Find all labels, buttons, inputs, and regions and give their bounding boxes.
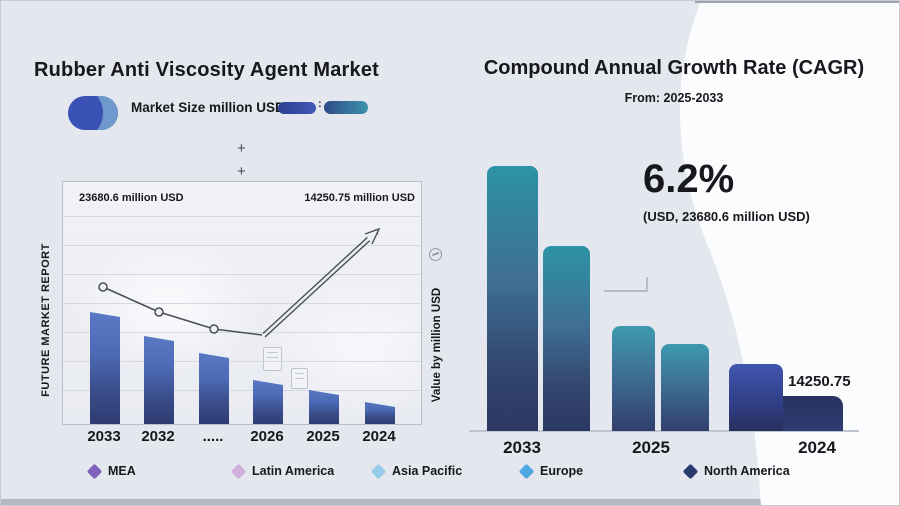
xaxis-label: 2025 [306, 428, 340, 445]
xaxis-label: 2025 [632, 438, 670, 457]
cagr-value: 6.2% [643, 157, 735, 201]
xaxis-label: 2024 [362, 428, 396, 445]
market-size-label: Market Size million USD [131, 100, 285, 115]
legend-label: Asia Pacific [392, 464, 463, 478]
clipboard-watermark-icon [263, 347, 282, 371]
start-value-label: 23680.6 million USD [79, 192, 184, 204]
right-xaxis: 2033 2025 2024 [1, 438, 899, 460]
legend-label: Europe [540, 464, 584, 478]
right-chart-baseline [469, 430, 859, 432]
trend-line-arrow [98, 227, 381, 338]
diamond-icon [86, 463, 103, 479]
xaxis-label: 2033 [503, 438, 541, 457]
legend-item-latin-america: Latin America [230, 463, 335, 479]
diamond-icon [370, 463, 387, 479]
bar-value-label: 14250.75 [788, 373, 851, 390]
gridline [63, 361, 421, 362]
legend: MEA Latin America Asia Pacific Europe North … [1, 463, 899, 488]
legend-item-mea: MEA [86, 463, 136, 479]
diamond-icon [682, 463, 699, 479]
xaxis-label: 2024 [798, 438, 836, 457]
legend-label: MEA [108, 464, 136, 478]
pill-badge-icon [278, 102, 316, 114]
xaxis-label: 2026 [250, 428, 284, 445]
bar-2025 [309, 390, 339, 424]
legend-item-north-america: North America [682, 463, 790, 479]
end-value-label: 14250.75 million USD [304, 192, 415, 204]
top-edge-line [695, 1, 899, 3]
left-xaxis: 2033 2032..... 2026 2025 2024 [62, 428, 422, 448]
cagr-subtitle: From: 2025-2033 [624, 91, 724, 105]
legend-label: North America [704, 464, 790, 478]
xaxis-label: ..... [202, 428, 224, 445]
diamond-icon [518, 463, 535, 479]
bottom-shadow-strip [1, 499, 899, 505]
gridline [63, 245, 421, 246]
cagr-title: Compound Annual Growth Rate (CAGR) [483, 57, 865, 79]
bar-2026 [253, 380, 283, 424]
bar-2024 [365, 402, 395, 424]
bar-2033 [90, 312, 120, 424]
xaxis-label: 2033 [87, 428, 121, 445]
gridline [63, 216, 421, 217]
value-axis-label: Value by million USD [431, 287, 443, 403]
bar-2032 [144, 336, 174, 424]
plus-icon: + [237, 140, 246, 157]
xaxis-label: 2032 [141, 428, 175, 445]
minus-circle-icon [429, 248, 442, 261]
plus-icon: + [237, 163, 246, 180]
cagr-detail: (USD, 23680.6 million USD) [643, 209, 810, 224]
pill-badge-icon [324, 101, 368, 114]
cylinder-icon [68, 96, 118, 130]
diamond-icon [230, 463, 247, 479]
gridline [63, 274, 421, 275]
legend-item-europe: Europe [518, 463, 584, 479]
gridline [63, 303, 421, 304]
pill-separator: : [318, 98, 322, 110]
page-title: Rubber Anti Viscosity Agent Market [34, 59, 380, 81]
clipboard-watermark-icon [291, 368, 308, 389]
gridline [63, 390, 421, 391]
side-watermark-label: FUTURE MARKET REPORT [40, 243, 52, 397]
legend-item-asia-pacific: Asia Pacific [370, 463, 463, 479]
market-size-chart: 23680.6 million USD 14250.75 million USD [62, 181, 422, 425]
bar-..... [199, 353, 229, 424]
legend-label: Latin America [252, 464, 335, 478]
